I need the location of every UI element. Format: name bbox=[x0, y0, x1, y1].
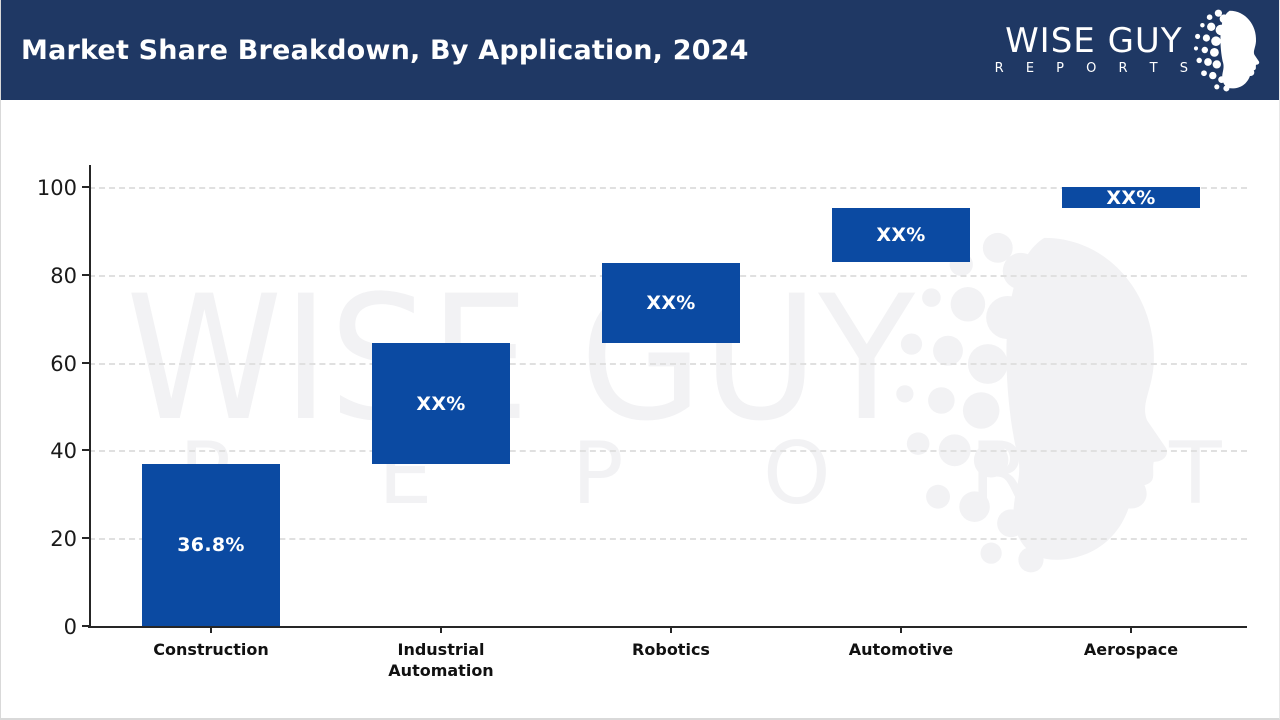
y-tick-label-100: 100 bbox=[36, 176, 77, 200]
bar-industrial-automation: XX% bbox=[372, 342, 510, 465]
logo-wordmark-line1: WISE GUY bbox=[1005, 20, 1183, 61]
wise-guy-reports-logo: WISE GUY R E P O R T S bbox=[991, 6, 1279, 94]
bar-value-label: XX% bbox=[876, 224, 926, 247]
bar-aerospace: XX% bbox=[1062, 186, 1200, 209]
gridline-100 bbox=[89, 187, 1247, 189]
logo-wordmark-line2: R E P O R T S bbox=[994, 61, 1197, 77]
x-tick-mark-1 bbox=[440, 627, 442, 633]
x-axis-line bbox=[88, 626, 1247, 628]
x-tick-mark-0 bbox=[210, 627, 212, 633]
waterfall-chart: 0 20 40 60 80 100 36.8% Construction XX% Industri… bbox=[1, 100, 1279, 718]
head-profile-dots-icon bbox=[1193, 9, 1260, 92]
bar-value-label: XX% bbox=[1106, 186, 1156, 209]
header-bar: Market Share Breakdown, By Application, … bbox=[1, 0, 1279, 100]
x-tick-mark-4 bbox=[1130, 627, 1132, 633]
bar-automotive: XX% bbox=[832, 208, 970, 263]
y-tick-mark-20 bbox=[82, 537, 89, 540]
y-tick-label-40: 40 bbox=[50, 439, 77, 464]
y-tick-label-0: 0 bbox=[63, 615, 77, 639]
logo-wordmark: WISE GUY R E P O R T S bbox=[991, 20, 1197, 77]
y-tick-label-20: 20 bbox=[50, 527, 77, 552]
y-tick-label-60: 60 bbox=[50, 351, 77, 376]
x-tick-mark-2 bbox=[670, 627, 672, 633]
x-category-label: Industrial Automation bbox=[388, 640, 494, 680]
bar-value-label: XX% bbox=[416, 392, 466, 415]
y-tick-mark-80 bbox=[82, 273, 89, 276]
y-tick-mark-40 bbox=[82, 449, 89, 452]
y-axis-line bbox=[89, 165, 91, 628]
bar-construction: 36.8% bbox=[142, 464, 280, 626]
y-tick-mark-60 bbox=[82, 361, 89, 364]
chart-title: Market Share Breakdown, By Application, … bbox=[21, 34, 749, 66]
y-tick-mark-0 bbox=[82, 625, 89, 627]
y-tick-label-80: 80 bbox=[50, 263, 77, 288]
bar-value-label: 36.8% bbox=[177, 534, 245, 557]
x-category-label: Construction bbox=[153, 640, 269, 659]
x-tick-mark-3 bbox=[900, 627, 902, 633]
x-category-label: Aerospace bbox=[1083, 640, 1179, 659]
x-category-label: Automotive bbox=[848, 640, 954, 659]
gridline-40 bbox=[89, 450, 1247, 453]
bar-value-label: XX% bbox=[646, 291, 696, 314]
bar-robotics: XX% bbox=[602, 262, 740, 343]
gridline-20 bbox=[89, 538, 1247, 541]
gridline-60 bbox=[89, 362, 1247, 365]
x-category-label: Robotics bbox=[632, 640, 710, 659]
y-tick-mark-100 bbox=[82, 186, 89, 188]
